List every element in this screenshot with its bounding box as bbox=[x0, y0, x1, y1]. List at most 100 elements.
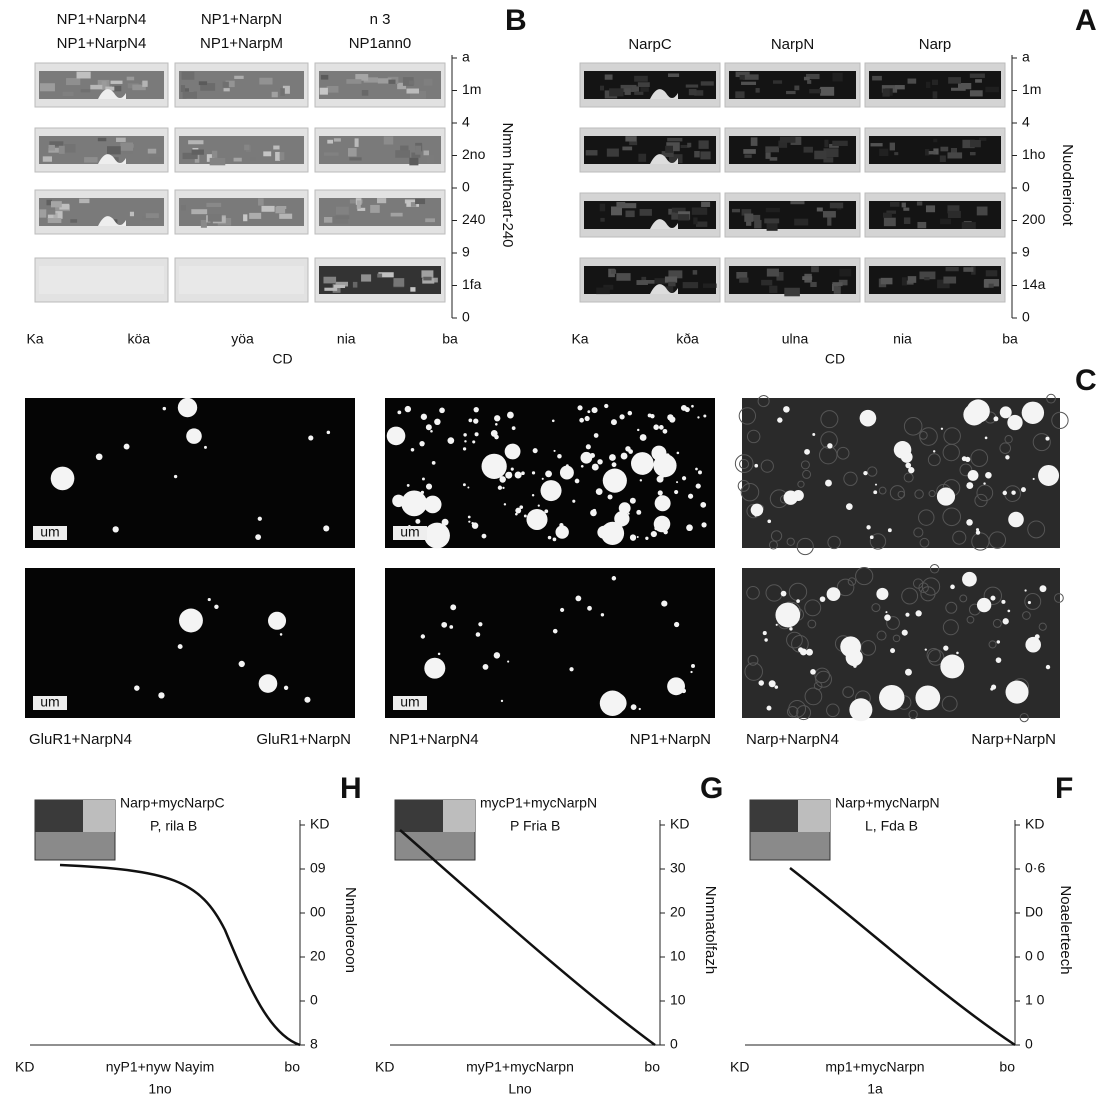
puncta bbox=[597, 459, 603, 465]
x-label: nia bbox=[893, 331, 912, 347]
blot-texture bbox=[363, 77, 378, 83]
texture bbox=[740, 482, 760, 502]
texture bbox=[892, 634, 901, 643]
scale-label: um bbox=[400, 524, 419, 540]
blot-texture bbox=[925, 205, 936, 213]
puncta bbox=[636, 509, 642, 515]
puncta bbox=[653, 424, 659, 430]
blot-texture bbox=[423, 150, 429, 156]
blot-texture bbox=[939, 155, 946, 163]
blot-texture bbox=[335, 281, 349, 287]
texture bbox=[796, 705, 812, 721]
puncta bbox=[134, 685, 140, 691]
puncta bbox=[950, 584, 955, 590]
puncta bbox=[1045, 436, 1050, 441]
tick-label: 0 bbox=[310, 992, 318, 1008]
blot-texture bbox=[120, 142, 134, 151]
tick-label: 2no bbox=[462, 146, 486, 162]
puncta bbox=[587, 605, 592, 611]
puncta bbox=[874, 483, 878, 486]
texture bbox=[912, 578, 924, 589]
x-title: CD bbox=[825, 351, 845, 367]
axis-title: Nmm huthoart-240 bbox=[499, 122, 516, 247]
tick-label: 10 bbox=[670, 992, 686, 1008]
blot-texture bbox=[985, 86, 999, 93]
blot-texture bbox=[637, 82, 650, 87]
puncta bbox=[767, 519, 772, 524]
texture bbox=[737, 479, 750, 492]
puncta bbox=[686, 524, 693, 532]
texture bbox=[738, 407, 757, 425]
puncta bbox=[386, 426, 406, 446]
puncta bbox=[654, 495, 671, 512]
texture bbox=[836, 578, 855, 597]
puncta bbox=[397, 410, 402, 415]
puncta bbox=[777, 417, 783, 423]
blot-texture bbox=[425, 218, 436, 223]
puncta bbox=[584, 415, 590, 422]
puncta bbox=[996, 640, 1001, 644]
puncta bbox=[462, 447, 467, 451]
blot-texture bbox=[984, 278, 1000, 287]
blot-texture bbox=[408, 80, 415, 85]
puncta bbox=[523, 514, 527, 518]
puncta bbox=[424, 657, 446, 679]
blot-texture bbox=[70, 219, 78, 223]
blot-texture bbox=[354, 138, 359, 147]
puncta bbox=[511, 426, 516, 431]
blot-texture bbox=[794, 218, 809, 226]
blot-texture bbox=[693, 217, 698, 225]
puncta bbox=[966, 399, 990, 423]
blot-texture bbox=[62, 91, 74, 97]
puncta bbox=[853, 664, 857, 668]
puncta bbox=[1038, 464, 1060, 486]
texture bbox=[1051, 411, 1069, 430]
puncta bbox=[754, 463, 759, 468]
tick-label: 30 bbox=[670, 860, 686, 876]
texture bbox=[941, 695, 958, 712]
puncta bbox=[423, 495, 442, 514]
blot-texture bbox=[754, 219, 762, 229]
puncta bbox=[238, 660, 245, 668]
blot-gap bbox=[98, 154, 126, 164]
puncta bbox=[541, 477, 544, 480]
blot-texture bbox=[49, 141, 64, 147]
blot-gap bbox=[650, 219, 678, 229]
blot-texture bbox=[701, 201, 711, 207]
blot-texture bbox=[819, 88, 829, 93]
blot-texture bbox=[326, 86, 339, 93]
axis-title: Nuodnerioot bbox=[1059, 144, 1076, 227]
blot-texture bbox=[631, 86, 640, 92]
blot-texture bbox=[388, 79, 396, 84]
texture bbox=[886, 616, 900, 630]
blot-texture bbox=[116, 137, 126, 142]
blot-texture bbox=[879, 148, 889, 157]
column-label: NarpN bbox=[771, 36, 814, 53]
blot-texture bbox=[978, 137, 987, 142]
tick-label: 9 bbox=[1022, 244, 1030, 260]
blot-texture bbox=[79, 198, 90, 204]
blot-texture bbox=[809, 89, 822, 94]
puncta bbox=[604, 403, 609, 409]
blot-texture bbox=[324, 287, 338, 291]
texture bbox=[815, 670, 832, 688]
blot-texture bbox=[872, 75, 882, 81]
tick-label: 0 bbox=[1022, 179, 1030, 195]
puncta bbox=[507, 660, 510, 663]
puncta bbox=[665, 453, 670, 458]
puncta bbox=[798, 647, 804, 653]
x-label: bo bbox=[284, 1059, 300, 1075]
texture bbox=[760, 459, 774, 473]
blot-texture bbox=[638, 153, 647, 162]
puncta bbox=[1021, 401, 1045, 424]
blot-texture bbox=[790, 201, 805, 205]
blot-texture bbox=[654, 278, 668, 284]
x-label: bo bbox=[999, 1059, 1015, 1075]
puncta bbox=[547, 535, 552, 540]
blot-texture bbox=[790, 136, 802, 145]
puncta bbox=[630, 534, 637, 541]
puncta bbox=[392, 494, 405, 508]
blot-texture bbox=[200, 219, 207, 228]
puncta bbox=[876, 587, 889, 600]
blot-texture bbox=[687, 142, 692, 148]
